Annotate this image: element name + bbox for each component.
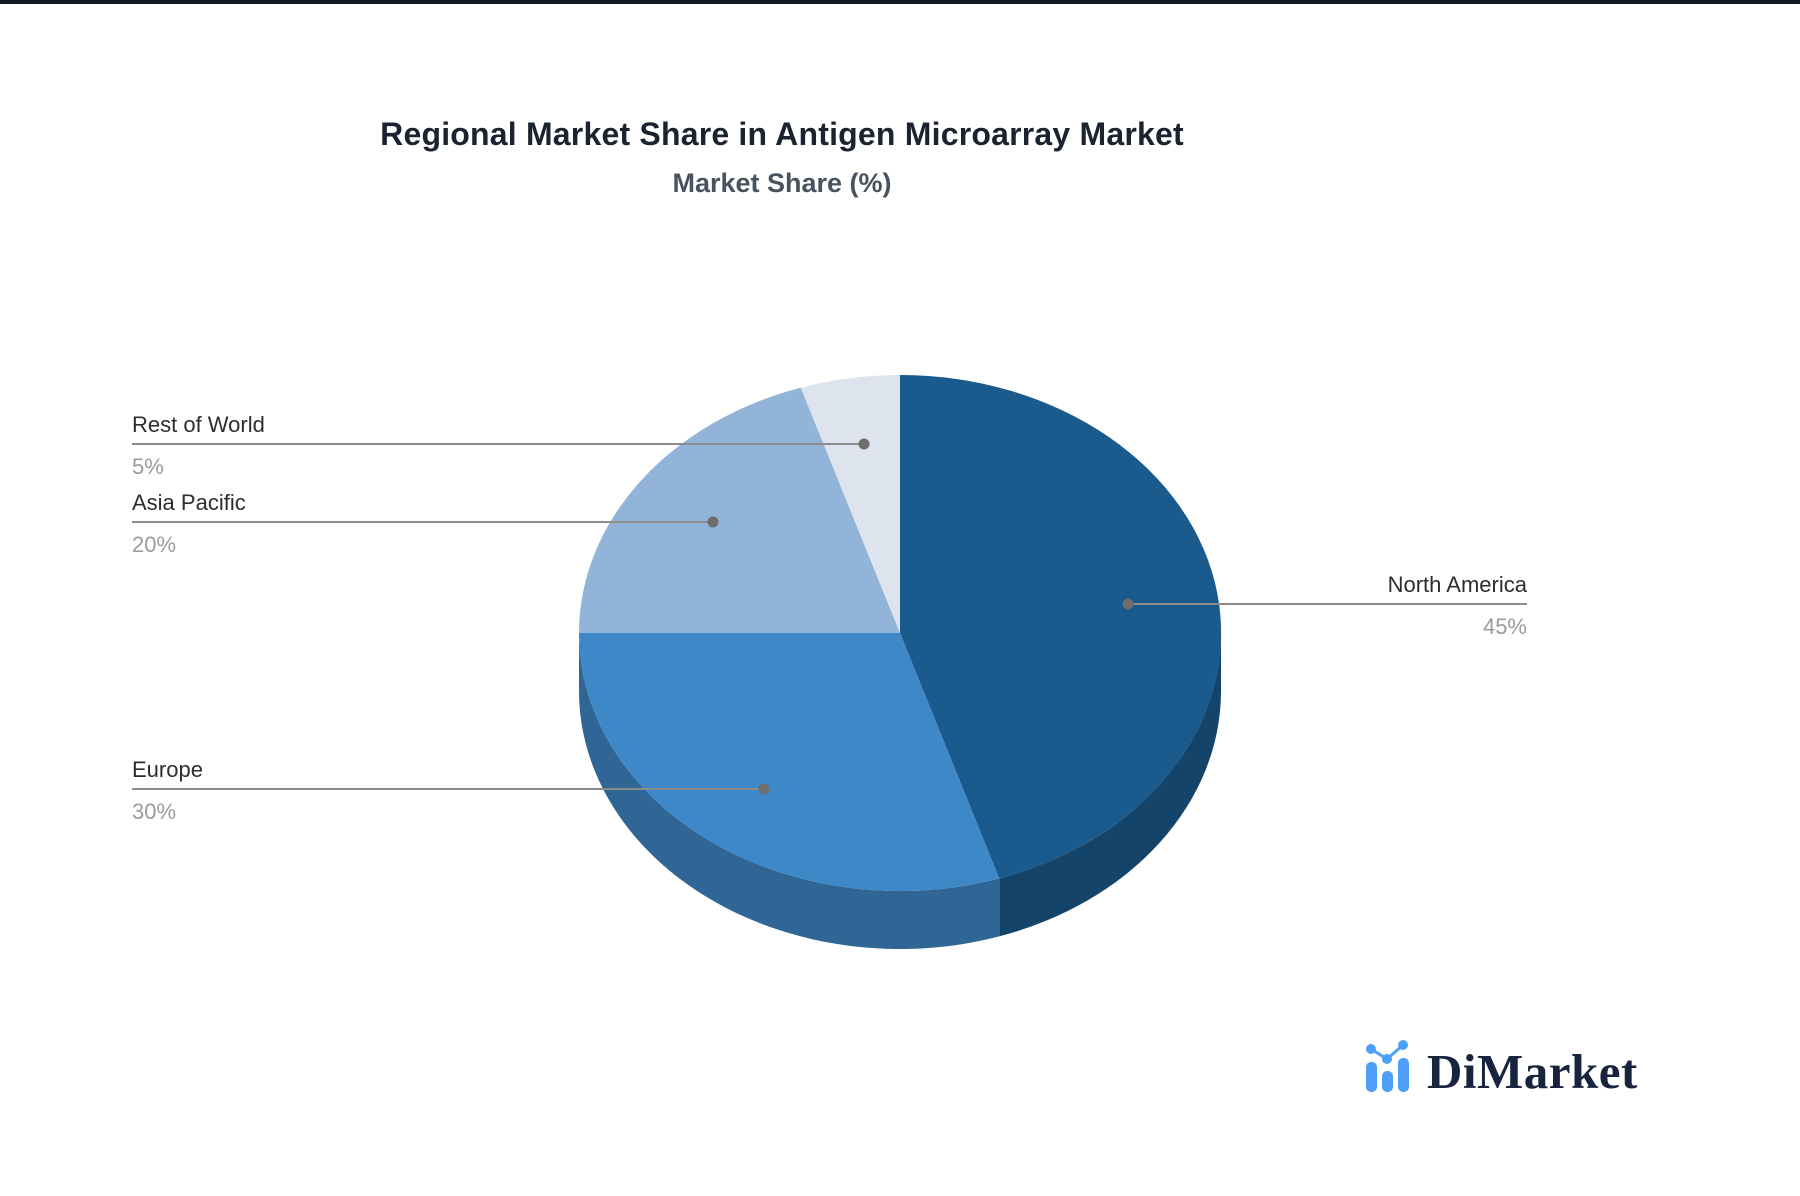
pie-3d-sides: [579, 633, 1221, 950]
callout-value-europe: 30%: [132, 799, 177, 824]
leader-dot: [858, 438, 870, 450]
logo-text: DiMarket: [1427, 1044, 1638, 1099]
callout-leader-lines: [132, 438, 1527, 795]
leader-dot: [1122, 598, 1134, 610]
pie-side-europe: [579, 633, 1000, 950]
pie-slice-north-america: [900, 374, 1222, 879]
callout-value-rest-of-world: 5%: [132, 454, 164, 479]
leader-dot: [758, 783, 770, 795]
pie-slice-asia-pacific: [579, 387, 900, 633]
bar-chart-icon: [1366, 1040, 1409, 1092]
top-border-rule: [0, 0, 1800, 4]
logo: DiMarket: [1360, 1036, 1638, 1098]
pie-slice-rest-of-world: [800, 375, 900, 633]
pie-slices: [579, 374, 1222, 892]
callout-label-rest-of-world: Rest of World: [132, 412, 265, 437]
callout-label-asia-pacific: Asia Pacific: [132, 490, 246, 515]
pie-slice-europe: [579, 633, 1000, 892]
callout-value-north-america: 45%: [1482, 614, 1527, 639]
chart-subtitle: Market Share (%): [672, 168, 892, 198]
callout-value-asia-pacific: 20%: [132, 532, 177, 557]
pie-side-north-america: [999, 633, 1221, 937]
leader-dot: [707, 516, 719, 528]
callout-label-north-america: North America: [1387, 572, 1527, 597]
callout-label-europe: Europe: [132, 757, 203, 782]
chart-title: Regional Market Share in Antigen Microar…: [380, 116, 1184, 152]
